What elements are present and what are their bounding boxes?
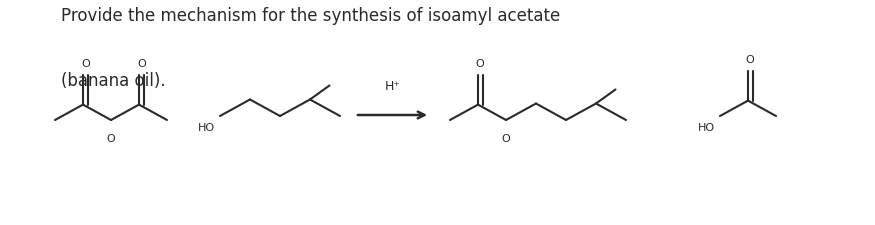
Text: H⁺: H⁺ bbox=[384, 80, 401, 93]
Text: (banana oil).: (banana oil). bbox=[61, 72, 166, 90]
Text: HO: HO bbox=[698, 123, 715, 133]
Text: Provide the mechanism for the synthesis of isoamyl acetate: Provide the mechanism for the synthesis … bbox=[61, 7, 561, 25]
Text: O: O bbox=[107, 134, 116, 144]
Text: O: O bbox=[136, 58, 145, 69]
Text: O: O bbox=[746, 55, 754, 65]
Text: O: O bbox=[501, 134, 510, 144]
Text: O: O bbox=[476, 58, 485, 69]
Text: HO: HO bbox=[198, 123, 215, 133]
Text: O: O bbox=[80, 58, 89, 69]
